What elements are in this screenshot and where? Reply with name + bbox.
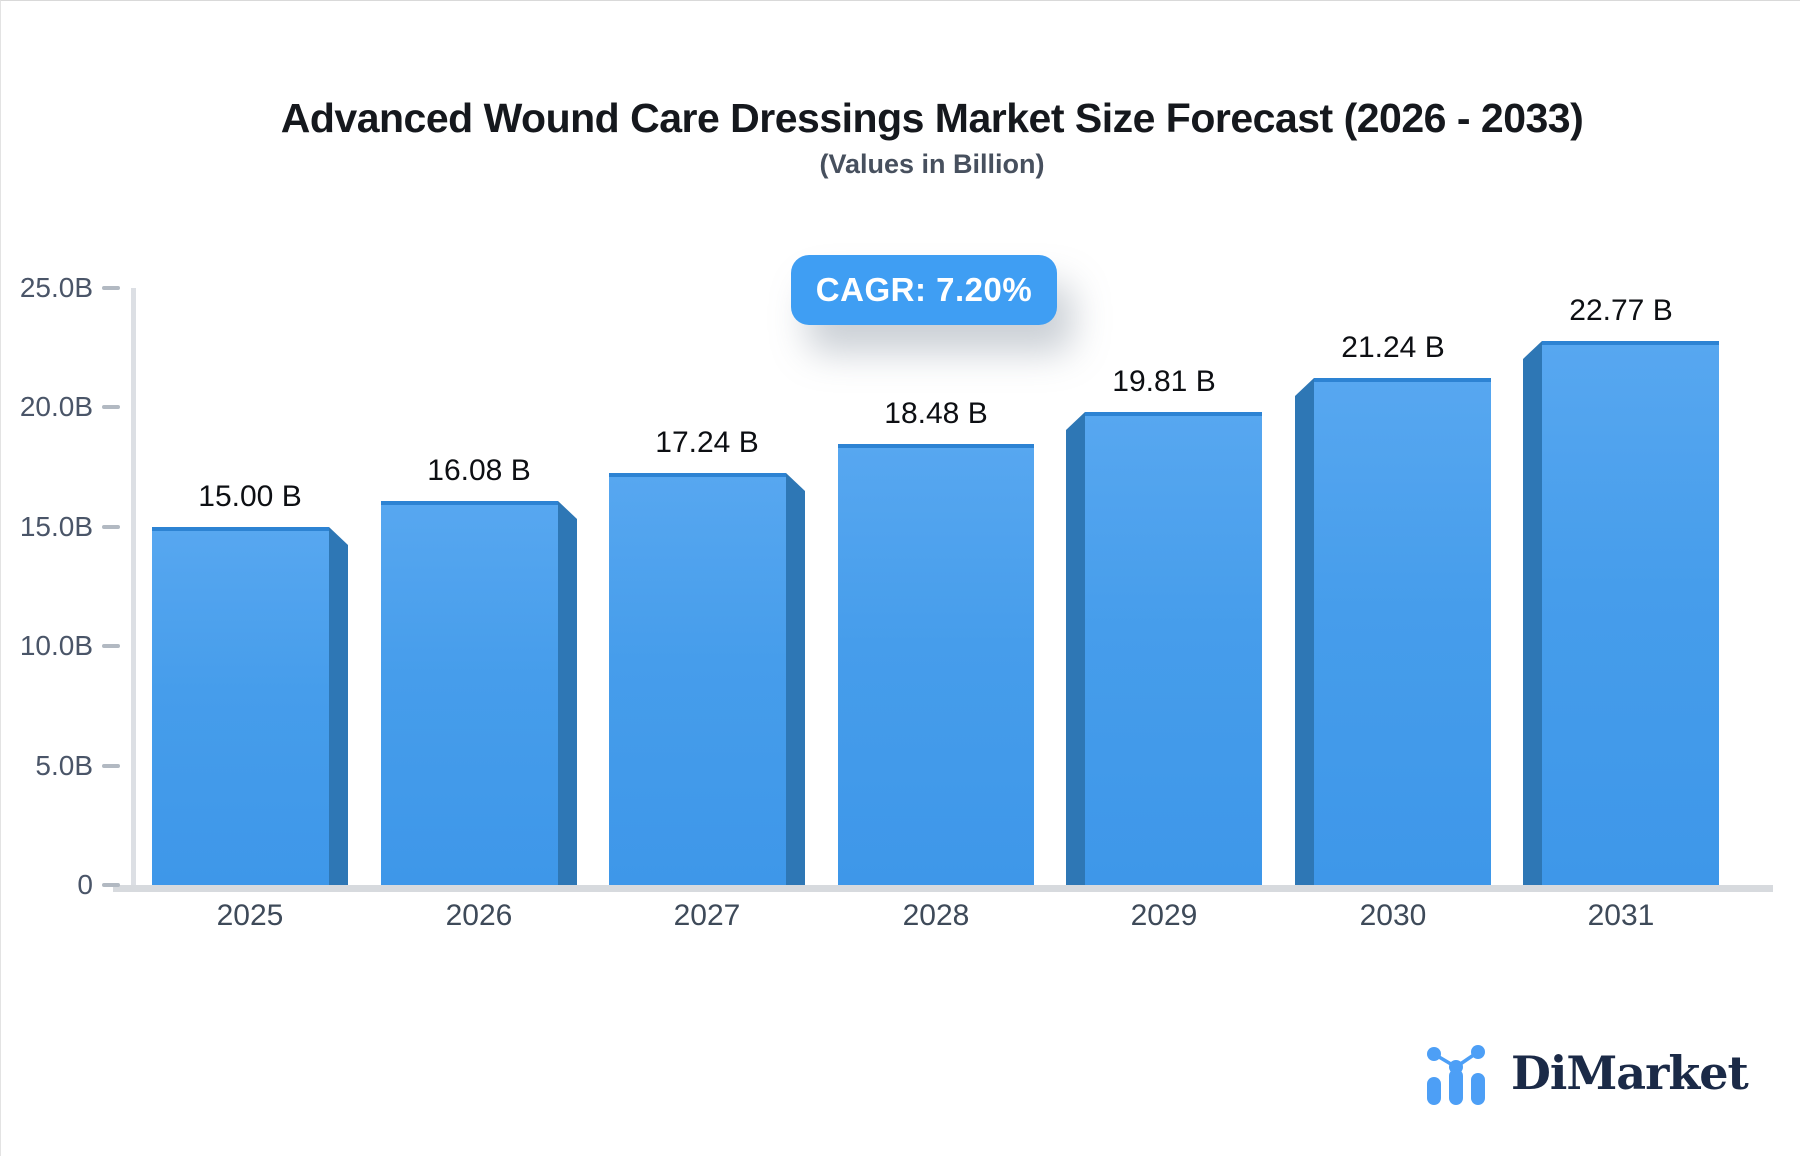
cagr-badge: CAGR: 7.20%	[791, 255, 1057, 325]
bar-face	[1085, 412, 1262, 885]
bar-face	[1314, 378, 1491, 885]
bar-value-label: 17.24 B	[655, 426, 759, 459]
bar-value-label: 22.77 B	[1569, 294, 1673, 327]
y-tick-label: 20.0B	[19, 391, 93, 423]
bar-2029[interactable]	[1066, 412, 1262, 885]
bar-2025[interactable]	[152, 527, 348, 885]
x-axis-label: 2028	[902, 899, 970, 932]
bar-2028[interactable]	[838, 444, 1034, 885]
y-tick-label: 10.0B	[19, 630, 93, 662]
y-tick-label: 25.0B	[19, 272, 93, 303]
y-tick-label: 0	[77, 869, 93, 900]
brand-logo: DiMarket	[1425, 1041, 1749, 1105]
y-tick-dash	[102, 763, 120, 768]
y-tick-dash	[102, 524, 120, 529]
bar-side-face	[1066, 412, 1085, 885]
dimarket-chart-icon	[1427, 1045, 1485, 1105]
x-axis-label: 2031	[1587, 899, 1655, 932]
bar-side-face	[786, 473, 805, 885]
y-tick-dash	[102, 644, 120, 649]
x-axis-label: 2025	[216, 899, 284, 932]
bar-value-label: 19.81 B	[1112, 365, 1216, 398]
bar-side-face	[558, 501, 577, 885]
bar-face	[838, 444, 1034, 885]
bar-side-face	[1295, 378, 1314, 885]
bar-2027[interactable]	[609, 473, 805, 885]
bar-2030[interactable]	[1295, 378, 1491, 885]
page-subtitle: (Values in Billion)	[819, 149, 1045, 179]
bar-face	[1542, 341, 1719, 885]
x-axis-label: 2030	[1359, 899, 1427, 932]
bar-value-label: 21.24 B	[1341, 331, 1445, 364]
x-axis-label: 2029	[1130, 899, 1198, 932]
bar-value-label: 15.00 B	[198, 480, 302, 513]
bar-face	[152, 527, 329, 885]
bar-face	[381, 501, 558, 885]
y-tick-dash	[102, 883, 120, 887]
page-title: Advanced Wound Care Dressings Market Siz…	[280, 95, 1584, 141]
bar-value-label: 16.08 B	[427, 454, 531, 487]
bar-2026[interactable]	[381, 501, 577, 885]
x-axis-label: 2026	[445, 899, 513, 932]
brand-name: DiMarket	[1511, 1046, 1749, 1100]
bar-side-face	[1523, 341, 1542, 885]
bar-2031[interactable]	[1523, 341, 1719, 885]
y-axis-line	[131, 288, 136, 889]
bar-face	[609, 473, 786, 885]
x-axis-label: 2027	[673, 899, 741, 932]
y-tick-label: 15.0B	[19, 510, 93, 542]
x-axis-line	[113, 885, 1773, 892]
bar-value-label: 18.48 B	[884, 397, 988, 430]
y-tick-dash	[102, 286, 120, 290]
y-tick-dash	[102, 405, 120, 410]
bar-side-face	[329, 527, 348, 885]
y-tick-label: 5.0B	[35, 749, 93, 781]
